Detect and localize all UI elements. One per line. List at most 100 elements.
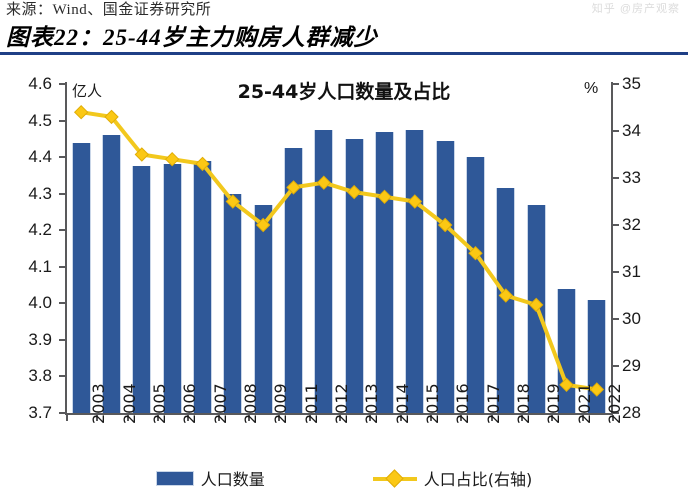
chart-title: 25-44岁人口数量及占比 — [237, 81, 451, 103]
bar[interactable] — [71, 142, 91, 413]
x-tick — [430, 415, 432, 421]
line-marker[interactable]: 2015: 32.5% — [407, 194, 423, 209]
x-tick — [551, 415, 554, 421]
x-tick — [217, 415, 220, 421]
line-marker[interactable]: 2013: 32.7% — [346, 184, 362, 200]
right-tick-label: 34 — [622, 121, 641, 140]
legend-label-line: 人口占比(右轴) — [423, 470, 533, 489]
bar[interactable] — [557, 288, 576, 413]
x-tick — [521, 415, 523, 421]
x-tick — [581, 415, 584, 421]
right-tick-label: 32 — [622, 215, 641, 234]
left-tick-label: 4.0 — [28, 293, 52, 313]
bar[interactable] — [466, 157, 485, 413]
bar[interactable] — [132, 166, 152, 413]
right-tick-label: 31 — [622, 262, 641, 281]
plot-area: 2003: 34.4% 2004: 34.3% 2005: 33.5% 2006: 3… — [66, 84, 612, 413]
left-tick — [59, 83, 65, 85]
line-marker[interactable]: 2006: 33.4% — [164, 151, 180, 167]
right-tick — [613, 412, 619, 414]
right-tick — [613, 130, 619, 132]
line-marker[interactable]: 2019: 30.3% — [528, 297, 544, 313]
line-marker[interactable]: 2018: 30.5% — [498, 288, 514, 303]
x-tick — [399, 415, 402, 421]
line-marker[interactable]: 2004: 34.3% — [104, 109, 119, 125]
x-tick-label: 2017 — [483, 383, 503, 424]
left-tick-label: 4.4 — [28, 147, 52, 167]
right-tick-label: 28 — [622, 403, 641, 422]
x-tick — [339, 415, 341, 421]
bar[interactable] — [435, 140, 455, 413]
bar[interactable] — [253, 204, 273, 413]
bar[interactable] — [193, 160, 212, 413]
title-divider — [0, 52, 688, 55]
line-marker[interactable]: 2011: 32.8% — [286, 180, 301, 195]
line-marker[interactable]: 2017: 31.4% — [468, 245, 483, 261]
line-marker[interactable]: 2008: 32.5% — [225, 194, 241, 209]
x-tick-label: 2005 — [149, 383, 169, 424]
line-marker[interactable]: 2003: 34.4% — [73, 104, 89, 120]
right-axis-unit: % — [584, 80, 599, 97]
legend-label-bar: 人口数量 — [200, 470, 265, 489]
x-tick-label: 2021 — [574, 383, 594, 424]
bar[interactable] — [587, 299, 607, 413]
bar[interactable] — [344, 138, 364, 413]
left-tick — [59, 265, 65, 268]
x-tick-label: 2006 — [180, 383, 200, 424]
right-tick — [613, 177, 619, 179]
x-tick — [66, 415, 68, 421]
x-tick-label: 2018 — [513, 383, 533, 424]
bottom-axis-line — [65, 413, 613, 415]
right-tick — [613, 83, 619, 85]
bar[interactable] — [284, 147, 303, 413]
left-tick-label: 4.5 — [28, 110, 52, 130]
line-marker[interactable]: 2007: 33.3% — [195, 156, 210, 172]
left-tick-label: 4.2 — [28, 220, 52, 240]
x-tick-label: 2007 — [210, 383, 230, 424]
x-tick — [278, 415, 281, 421]
left-tick-label: 4.1 — [28, 256, 52, 276]
left-tick-label: 3.7 — [28, 403, 52, 422]
bar-swatch-icon — [155, 470, 194, 486]
x-tick — [248, 415, 250, 421]
left-tick-label: 4.6 — [28, 74, 52, 93]
left-tick-label: 3.9 — [28, 329, 52, 349]
bar[interactable] — [102, 135, 121, 413]
bar[interactable] — [162, 164, 182, 413]
x-tick — [460, 415, 463, 421]
x-tick-label: 2016 — [453, 383, 473, 424]
x-tick — [308, 415, 311, 421]
left-axis-unit: 亿人 — [72, 82, 103, 100]
line-marker[interactable]: 2012: 32.9% — [316, 175, 332, 190]
x-tick — [126, 415, 129, 421]
left-tick — [59, 412, 65, 414]
line-series: 2003: 34.4% 2004: 34.3% 2005: 33.5% 2006: 3… — [73, 104, 605, 397]
x-tick — [612, 415, 614, 421]
line-marker[interactable]: 2009: 32% — [255, 217, 271, 233]
line-marker[interactable]: 2005: 33.5% — [134, 147, 150, 162]
legend-item-bar[interactable]: 人口数量 — [155, 466, 265, 490]
bar[interactable] — [223, 193, 243, 413]
right-tick-label: 30 — [622, 309, 641, 328]
right-tick — [613, 365, 619, 367]
left-tick — [59, 338, 65, 341]
line-marker[interactable]: 2016: 32% — [437, 217, 453, 233]
line-marker[interactable]: 2014: 32.6% — [377, 189, 392, 205]
right-tick — [613, 224, 619, 226]
bar[interactable] — [314, 129, 334, 413]
right-axis-line — [611, 82, 613, 415]
line-marker[interactable]: 2021: 28.6% — [559, 377, 574, 393]
line-marker[interactable]: 2022: 28.5% — [589, 382, 605, 397]
bar[interactable] — [375, 131, 394, 413]
left-tick — [59, 229, 65, 232]
left-tick — [59, 302, 65, 305]
line-path — [80, 110, 598, 392]
x-tick-label: 2003 — [89, 383, 109, 424]
x-tick-label: 2012 — [331, 383, 351, 424]
legend-item-line[interactable]: 人口占比(右轴) — [372, 466, 533, 490]
left-tick — [59, 192, 65, 195]
right-tick — [613, 271, 619, 273]
x-tick-label: 2015 — [422, 383, 442, 424]
left-axis-line — [65, 82, 67, 415]
x-tick — [369, 415, 372, 421]
